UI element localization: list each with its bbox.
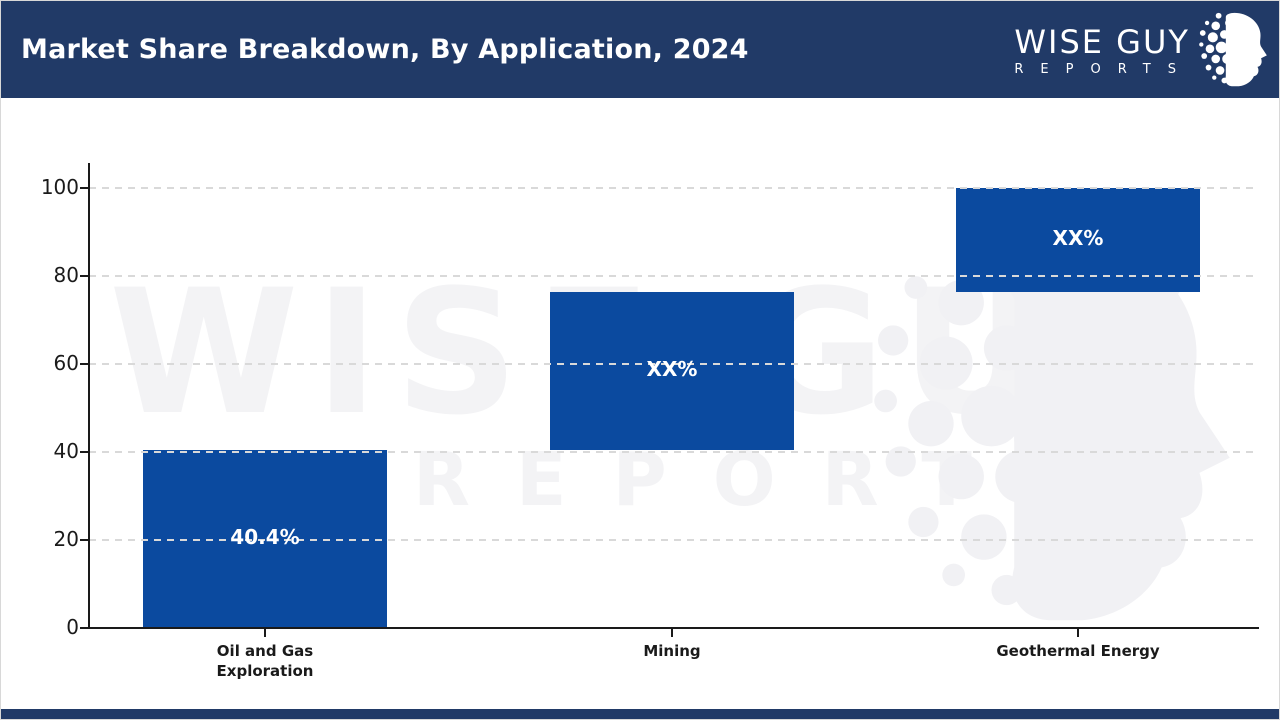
y-tick — [80, 186, 89, 189]
gridline-100 — [89, 186, 1259, 189]
x-category-label: Geothermal Energy — [996, 642, 1160, 660]
y-tick-label: 20 — [53, 526, 79, 551]
bar-value-label: 40.4% — [230, 525, 300, 550]
x-category-label: Mining — [643, 642, 701, 660]
footer-bar — [1, 709, 1279, 719]
y-tick-label: 40 — [53, 438, 79, 463]
bar-value-label: XX% — [646, 357, 698, 382]
y-tick — [80, 450, 89, 453]
bar-2 — [550, 292, 794, 451]
gridline-40 — [89, 450, 1259, 453]
gridline-20 — [89, 538, 1259, 541]
y-tick-label: 60 — [53, 350, 79, 375]
y-tick — [80, 627, 89, 629]
wiseguy-logo: WISE GUY REPORTS — [1014, 9, 1269, 93]
logo-text: WISE GUY REPORTS — [1014, 23, 1193, 77]
y-tick-label: 80 — [53, 262, 79, 287]
chart-title: Market Share Breakdown, By Application, … — [21, 34, 749, 65]
y-tick — [80, 362, 89, 365]
y-tick — [80, 538, 89, 541]
logo-face-icon — [1199, 12, 1267, 87]
y-tick — [80, 274, 89, 277]
x-tick — [1077, 628, 1079, 637]
x-tick — [264, 628, 266, 637]
y-tick-label: 100 — [40, 174, 79, 199]
x-category-label: Oil and Gas Exploration — [216, 642, 314, 681]
gridline-60 — [89, 362, 1259, 365]
gridline-80 — [89, 274, 1259, 277]
y-tick-label: 0 — [66, 615, 79, 639]
x-axis — [88, 627, 1259, 629]
x-tick — [671, 628, 673, 637]
y-axis — [88, 163, 90, 629]
bar-value-label: XX% — [1052, 225, 1104, 250]
logo-wordmark: WISE GUY — [1014, 23, 1190, 62]
logo-subtext: REPORTS — [1014, 61, 1193, 77]
header-bar: Market Share Breakdown, By Application, … — [1, 1, 1279, 98]
